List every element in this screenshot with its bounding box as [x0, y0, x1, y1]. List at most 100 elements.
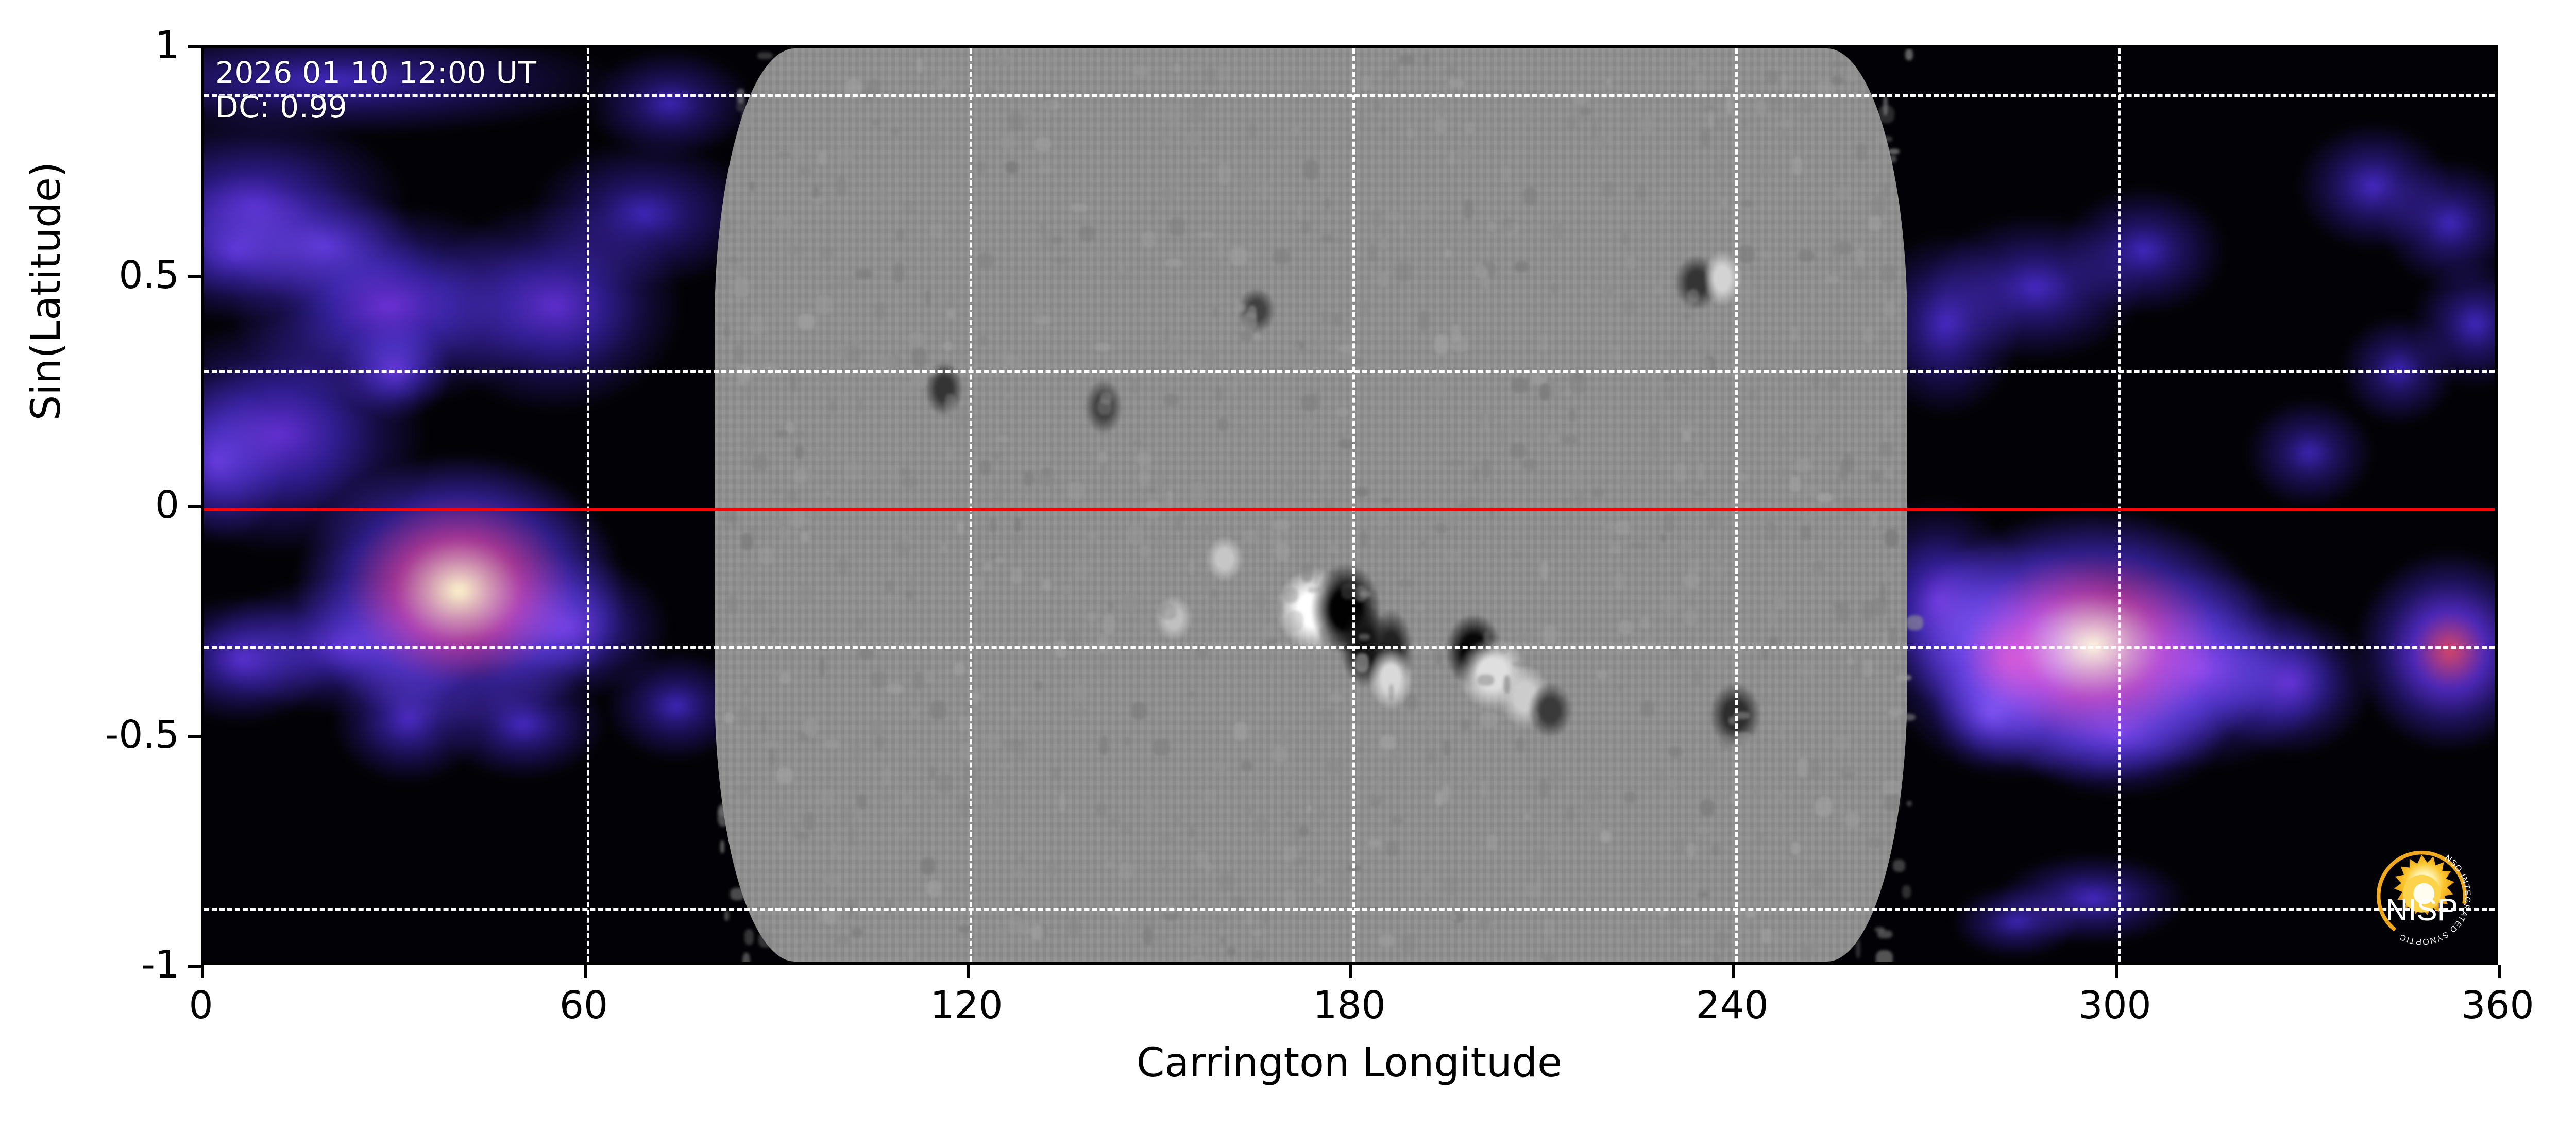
- magnetogram-speckle: [1679, 938, 1694, 945]
- magnetogram-speckle: [1359, 590, 1372, 598]
- magnetogram-speckle: [1108, 817, 1121, 826]
- magnetogram-speckle: [1325, 198, 1330, 210]
- magnetogram-speckle: [825, 490, 831, 496]
- magnetogram-speckle: [927, 133, 942, 151]
- magnetogram-speckle: [1012, 867, 1026, 879]
- magnetogram-speckle: [1270, 134, 1278, 150]
- magnetogram-speckle: [775, 215, 793, 230]
- magnetogram-speckle: [1658, 907, 1667, 917]
- magnetogram-speckle: [1889, 155, 1897, 163]
- magnetogram-speckle: [727, 594, 738, 614]
- magnetogram-speckle: [1464, 199, 1473, 220]
- magnetogram-speckle: [1543, 625, 1557, 646]
- magnetogram-speckle: [834, 936, 851, 944]
- magnetogram-speckle: [1755, 99, 1767, 116]
- magnetogram-speckle: [837, 147, 855, 162]
- magnetogram-speckle: [779, 672, 791, 684]
- magnetogram-speckle: [1178, 300, 1194, 307]
- magnetogram-speckle: [1703, 358, 1711, 377]
- magnetogram-speckle: [737, 706, 752, 726]
- magnetogram-speckle: [995, 54, 1011, 66]
- magnetogram-speckle: [830, 400, 836, 413]
- magnetogram-speckle: [1146, 800, 1153, 820]
- magnetogram-speckle: [797, 314, 815, 329]
- magnetogram-speckle: [1720, 86, 1733, 98]
- y-tick: [188, 735, 201, 738]
- magnetogram-speckle: [1291, 857, 1306, 865]
- magnetogram-speckle: [886, 683, 903, 694]
- magnetogram-speckle: [1273, 520, 1290, 531]
- magnetogram-speckle: [900, 382, 917, 395]
- magnetogram-speckle: [1607, 135, 1612, 142]
- magnetogram-speckle: [1711, 559, 1725, 579]
- magnetogram-speckle: [759, 546, 774, 565]
- magnetogram-speckle: [828, 281, 838, 292]
- magnetogram-speckle: [1405, 694, 1418, 711]
- magnetogram-speckle: [795, 832, 810, 840]
- magnetogram-speckle: [923, 365, 938, 377]
- magnetogram-speckle: [1318, 463, 1327, 481]
- magnetogram-speckle: [1504, 222, 1519, 235]
- magnetogram-speckle: [1359, 301, 1369, 316]
- magnetogram-speckle: [926, 290, 931, 306]
- magnetogram-speckle: [794, 430, 804, 438]
- magnetogram-speckle: [1844, 767, 1856, 773]
- magnetogram-speckle: [1239, 780, 1249, 796]
- magnetogram-speckle: [1618, 620, 1634, 634]
- magnetogram-speckle: [1159, 604, 1177, 620]
- x-tick: [2115, 965, 2118, 978]
- magnetogram-speckle: [1368, 794, 1385, 805]
- magnetogram-speckle: [824, 907, 837, 925]
- magnetogram-speckle: [1734, 711, 1750, 719]
- synoptic-map-axes[interactable]: 2026 01 10 12:00 UT DC: 0.99 NSO INTEGRAT…: [201, 45, 2498, 965]
- magnetogram-speckle: [956, 519, 964, 530]
- magnetogram-speckle: [1314, 567, 1318, 586]
- magnetogram-speckle: [909, 575, 914, 594]
- magnetogram-speckle: [1238, 304, 1246, 312]
- magnetogram-speckle: [853, 743, 861, 763]
- magnetogram-speckle: [761, 363, 777, 375]
- magnetogram-speckle: [1191, 63, 1202, 70]
- magnetogram-speckle: [1479, 914, 1490, 930]
- magnetogram-speckle: [1304, 418, 1315, 430]
- magnetogram-speckle: [1154, 537, 1167, 548]
- magnetogram-speckle: [911, 347, 927, 368]
- magnetogram-speckle: [1339, 437, 1356, 450]
- magnetogram-speckle: [1833, 603, 1841, 610]
- magnetogram-speckle: [1317, 709, 1335, 716]
- magnetogram-speckle: [1391, 60, 1398, 73]
- magnetogram-speckle: [800, 532, 809, 542]
- magnetogram-speckle: [1161, 188, 1175, 201]
- magnetogram-speckle: [1501, 165, 1511, 182]
- magnetogram-speckle: [1452, 913, 1457, 921]
- magnetogram-speckle: [892, 171, 910, 177]
- magnetogram-speckle: [1651, 374, 1660, 393]
- magnetogram-speckle: [1798, 757, 1809, 778]
- magnetogram-speckle: [913, 671, 925, 690]
- magnetogram-speckle: [1230, 378, 1238, 395]
- magnetogram-speckle: [1740, 284, 1757, 300]
- magnetogram-speckle: [1148, 493, 1162, 500]
- magnetogram-speckle: [1286, 481, 1294, 490]
- magnetogram-speckle: [930, 700, 946, 720]
- magnetogram-speckle: [767, 272, 777, 280]
- magnetogram-speckle: [854, 845, 870, 859]
- magnetogram-speckle: [1190, 482, 1206, 503]
- magnetogram-speckle: [1640, 700, 1654, 718]
- magnetogram-speckle: [1503, 217, 1514, 232]
- magnetogram-speckle: [1276, 599, 1283, 618]
- magnetogram-speckle: [1199, 157, 1208, 163]
- magnetogram-speckle: [1558, 689, 1566, 696]
- magnetogram-speckle: [764, 740, 780, 749]
- magnetogram-speckle: [1815, 796, 1832, 817]
- magnetogram-speckle: [1063, 584, 1072, 595]
- x-tick-label: 60: [559, 983, 608, 1028]
- magnetogram-speckle: [1692, 669, 1702, 686]
- magnetogram-speckle: [1170, 173, 1180, 190]
- x-tick: [1732, 965, 1735, 978]
- magnetogram-speckle: [1623, 922, 1629, 940]
- magnetogram-speckle: [1094, 248, 1105, 257]
- nisp-logo-icon: NSO INTEGRATED SYNOPTIC PROGRAM NISP: [2366, 840, 2471, 947]
- magnetogram-speckle: [1251, 929, 1262, 936]
- magnetogram-speckle: [820, 246, 834, 259]
